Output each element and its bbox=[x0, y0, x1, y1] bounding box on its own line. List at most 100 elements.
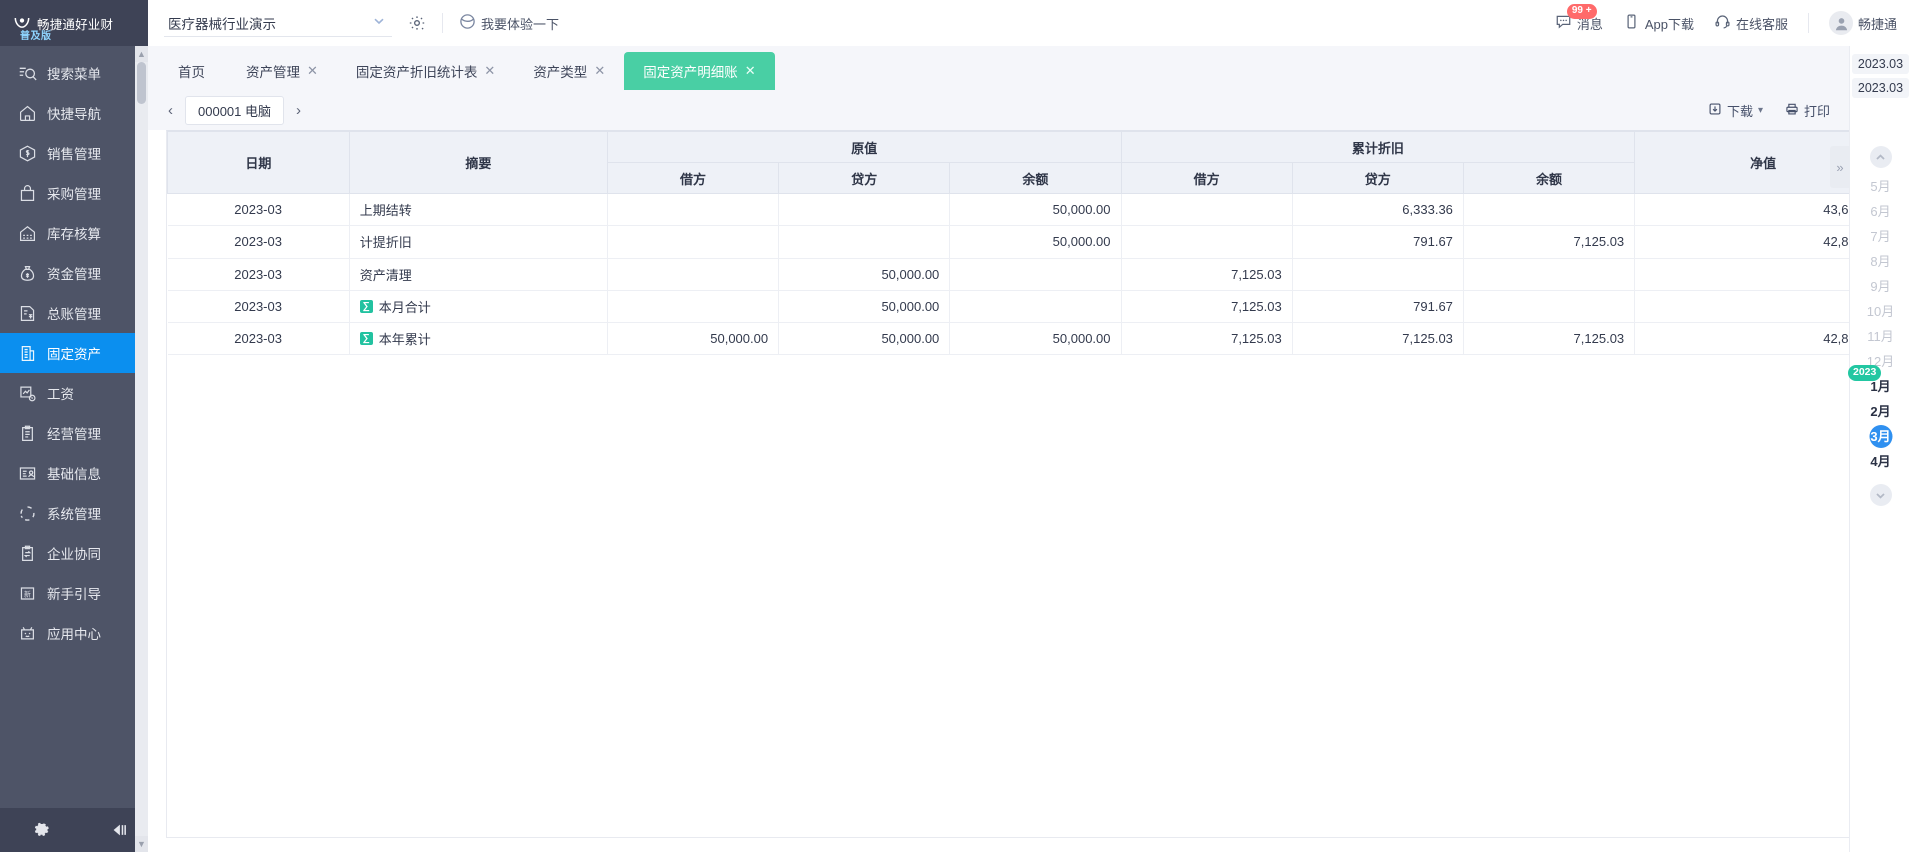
close-icon[interactable]: ✕ bbox=[307, 63, 318, 78]
company-selector[interactable]: 医疗器械行业演示 bbox=[164, 9, 392, 37]
cell-date: 2023-03 bbox=[167, 290, 350, 324]
sidebar-scrollbar[interactable]: ▲ ▼ bbox=[135, 46, 148, 852]
table-row[interactable]: 2023-03 计提折旧 50,000.00 791.67 7,125.03 4… bbox=[167, 225, 1893, 259]
online-support-label: 在线客服 bbox=[1736, 16, 1789, 32]
header-settings-gear-icon[interactable] bbox=[408, 14, 426, 32]
cell-ov-debit: 50,000.00 bbox=[607, 322, 780, 356]
sidebar-item-label: 库存核算 bbox=[47, 227, 101, 242]
brand-logo[interactable]: 畅捷通好业财 普及版 bbox=[0, 0, 148, 46]
sidebar-item-app-center[interactable]: 应用中心 bbox=[0, 613, 148, 653]
month-item-10[interactable]: 10月 bbox=[1866, 304, 1895, 319]
period-from[interactable]: 2023.03 bbox=[1851, 54, 1910, 74]
clipboard-icon bbox=[18, 424, 37, 443]
user-menu[interactable]: 畅捷通 bbox=[1829, 11, 1897, 35]
month-item-3[interactable]: 3月 bbox=[1850, 424, 1911, 449]
sidebar-item-purchase[interactable]: 采购管理 bbox=[0, 173, 148, 213]
sidebar-item-quick-nav[interactable]: 快捷导航 bbox=[0, 93, 148, 133]
tab-fixed-asset-detail-ledger[interactable]: 固定资产明细账 ✕ bbox=[624, 52, 775, 90]
scroll-down-icon[interactable]: ▼ bbox=[135, 836, 148, 852]
payroll-chart-icon bbox=[18, 384, 37, 403]
cell-date: 2023-03 bbox=[167, 225, 350, 259]
month-item-8[interactable]: 8月 bbox=[1870, 254, 1891, 269]
print-button[interactable]: 打印 bbox=[1785, 101, 1830, 120]
tab-bar: 首页 资产管理 ✕ 固定资产折旧统计表 ✕ 资产类型 ✕ 固定资产明细账 ✕ ✕… bbox=[148, 46, 1911, 90]
month-item-6[interactable]: 6月 bbox=[1870, 204, 1891, 219]
cell-ov-balance: 50,000.00 bbox=[949, 193, 1122, 227]
sidebar-item-fixed-assets[interactable]: 固定资产 bbox=[0, 333, 148, 373]
collapse-sidebar-icon[interactable] bbox=[110, 821, 128, 839]
grid-header-sub-row: 借方 贷方 余额 借方 贷方 余额 bbox=[168, 162, 1892, 194]
detail-ledger-table: 日期 摘要 原值 累计折旧 净值 借方 贷方 余额 借方 贷方 余额 bbox=[166, 130, 1894, 838]
online-support-button[interactable]: 在线客服 bbox=[1714, 13, 1788, 33]
sidebar-item-funds[interactable]: 资金管理 bbox=[0, 253, 148, 293]
sidebar-item-basic-info[interactable]: 基础信息 bbox=[0, 453, 148, 493]
month-item-2[interactable]: 2月 bbox=[1870, 404, 1891, 419]
month-item-1[interactable]: 1月 bbox=[1870, 379, 1891, 394]
header-divider bbox=[442, 13, 443, 33]
sidebar-item-new-guide[interactable]: 新 新手引导 bbox=[0, 573, 148, 613]
sum-icon bbox=[359, 332, 373, 346]
month-item-11[interactable]: 11月 bbox=[1867, 329, 1894, 344]
sidebar-item-label: 经营管理 bbox=[47, 427, 101, 442]
period-to[interactable]: 2023.03 bbox=[1851, 78, 1910, 98]
money-bag-icon bbox=[18, 264, 37, 283]
col-summary: 摘要 bbox=[348, 131, 608, 194]
chevron-up-icon[interactable] bbox=[1869, 146, 1892, 168]
cell-dep-debit: 7,125.03 bbox=[1121, 322, 1293, 356]
page-content: ‹ 000001 电脑 › 下载 ▾ bbox=[148, 90, 1911, 852]
tab-asset-type[interactable]: 资产类型 ✕ bbox=[514, 52, 624, 90]
building-icon bbox=[18, 344, 37, 363]
month-item-4[interactable]: 4月 bbox=[1870, 454, 1891, 469]
sidebar-item-operations[interactable]: 经营管理 bbox=[0, 413, 148, 453]
sidebar-item-label: 固定资产 bbox=[47, 347, 101, 362]
cell-ov-credit bbox=[778, 193, 951, 227]
sidebar-item-payroll[interactable]: 工资 bbox=[0, 373, 148, 413]
month-item-5[interactable]: 5月 bbox=[1870, 179, 1891, 194]
scroll-up-icon[interactable]: ▲ bbox=[135, 46, 148, 62]
month-item-7[interactable]: 7月 bbox=[1870, 229, 1891, 244]
chevron-down-icon[interactable] bbox=[1869, 484, 1892, 506]
sidebar-item-search-menu[interactable]: 搜索菜单 bbox=[0, 53, 148, 93]
header-divider bbox=[1808, 13, 1810, 33]
close-icon[interactable]: ✕ bbox=[594, 63, 606, 78]
home-icon bbox=[18, 104, 37, 123]
cell-dep-debit bbox=[1121, 225, 1293, 259]
cell-summary-text: 本年累计 bbox=[378, 332, 431, 348]
app-download-button[interactable]: App下载 bbox=[1623, 13, 1694, 33]
chevron-left-icon[interactable]: ‹ bbox=[168, 101, 173, 119]
sidebar-item-collaboration[interactable]: 企业协同 bbox=[0, 533, 148, 573]
chevron-right-icon[interactable]: › bbox=[296, 101, 301, 119]
cell-summary: 本月合计 bbox=[349, 290, 608, 324]
download-button[interactable]: 下载 ▾ bbox=[1708, 101, 1763, 120]
close-icon[interactable]: ✕ bbox=[744, 63, 756, 78]
cell-summary: 计提折旧 bbox=[349, 225, 608, 259]
sidebar: 畅捷通好业财 普及版 搜索菜单 快捷导航 bbox=[0, 0, 148, 852]
sidebar-item-label: 工资 bbox=[47, 387, 74, 402]
table-row[interactable]: 2023-03 本年累计 50,000.00 50,000.00 50,000.… bbox=[167, 322, 1893, 356]
table-row[interactable]: 2023-03 本月合计 50,000.00 7,125.03 791.67 bbox=[167, 290, 1893, 324]
tab-asset-management[interactable]: 资产管理 ✕ bbox=[227, 52, 337, 90]
cell-dep-balance: 7,125.03 bbox=[1463, 322, 1636, 356]
sidebar-item-inventory[interactable]: 库存核算 bbox=[0, 213, 148, 253]
messages-button[interactable]: 消息 99 + bbox=[1555, 4, 1603, 33]
cell-ov-debit bbox=[607, 258, 780, 291]
scrollbar-thumb[interactable] bbox=[137, 62, 146, 104]
tab-depreciation-report[interactable]: 固定资产折旧统计表 ✕ bbox=[337, 52, 514, 90]
current-asset-value[interactable]: 000001 电脑 bbox=[185, 95, 284, 125]
gear-icon[interactable] bbox=[34, 821, 52, 839]
cell-ov-credit: 50,000.00 bbox=[778, 322, 951, 356]
sidebar-footer bbox=[0, 808, 148, 852]
tab-home[interactable]: 首页 bbox=[156, 52, 227, 90]
print-label: 打印 bbox=[1804, 103, 1831, 119]
table-row[interactable]: 2023-03 资产清理 50,000.00 7,125.03 bbox=[167, 258, 1893, 291]
svg-text:新: 新 bbox=[24, 589, 31, 598]
chevron-double-right-icon[interactable]: » bbox=[1830, 146, 1850, 188]
close-icon[interactable]: ✕ bbox=[484, 63, 496, 78]
sidebar-item-system[interactable]: 系统管理 bbox=[0, 493, 148, 533]
table-row[interactable]: 2023-03 上期结转 50,000.00 6,333.36 43,666.6… bbox=[167, 193, 1893, 227]
month-item-9[interactable]: 9月 bbox=[1870, 279, 1891, 294]
sidebar-item-sales[interactable]: 销售管理 bbox=[0, 133, 148, 173]
experience-button[interactable]: 我要体验一下 bbox=[459, 13, 559, 33]
sidebar-item-label: 销售管理 bbox=[47, 147, 101, 162]
sidebar-item-general-ledger[interactable]: 总账管理 bbox=[0, 293, 148, 333]
